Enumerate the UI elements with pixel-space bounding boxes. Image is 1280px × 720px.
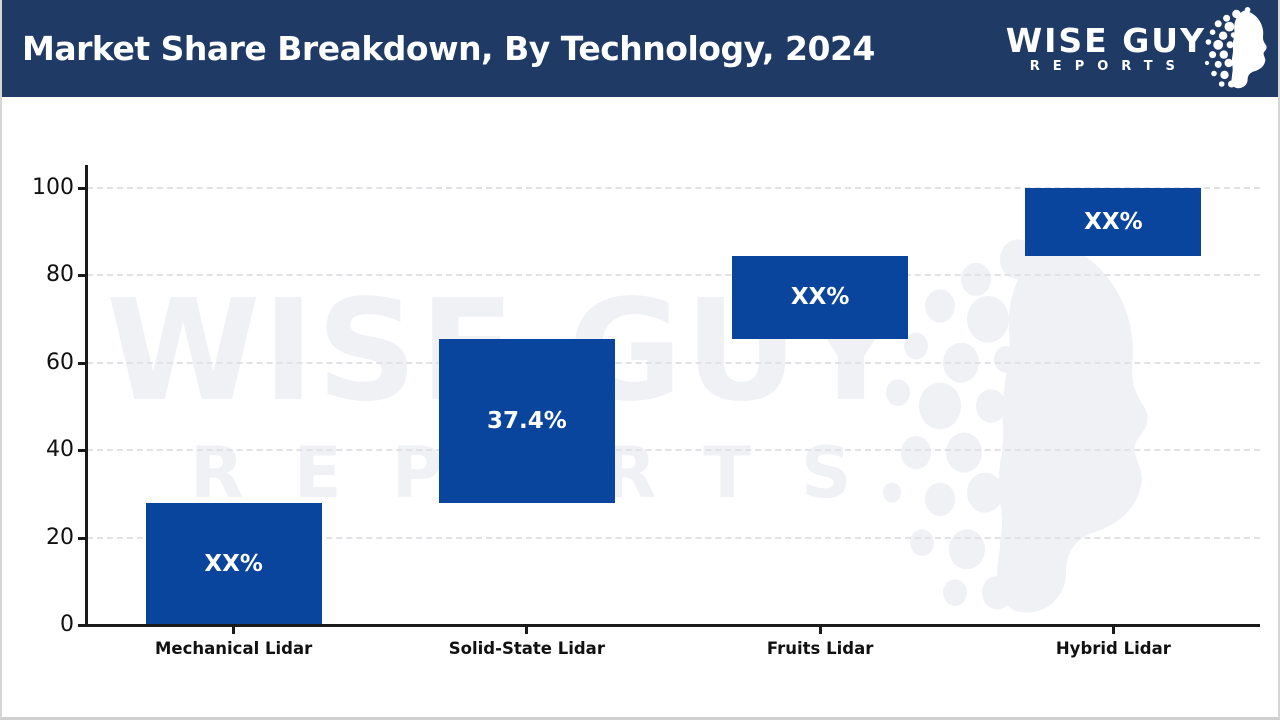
- wiseguy-logo: WISE GUY REPORTS: [1006, 0, 1270, 97]
- x-axis-line: [85, 624, 1260, 627]
- category-label-mechanical-lidar: Mechanical Lidar: [155, 639, 313, 658]
- bar-value-label: 37.4%: [486, 407, 567, 434]
- y-tick-label: 0: [60, 612, 74, 637]
- chart-title: Market Share Breakdown, By Technology, 2…: [22, 29, 875, 68]
- gridline-20: [87, 536, 1260, 539]
- y-tick-mark: [78, 361, 86, 365]
- bar-solid-state-lidar: 37.4%: [438, 338, 615, 503]
- logo-text: WISE GUY REPORTS: [1005, 20, 1206, 75]
- header: Market Share Breakdown, By Technology, 2…: [2, 0, 1278, 97]
- gridline-100: [87, 186, 1260, 189]
- y-tick-label: 80: [46, 262, 74, 287]
- gridline-80: [87, 274, 1260, 276]
- bar-hybrid-lidar: XX%: [1025, 187, 1202, 256]
- bar-value-label: XX%: [790, 284, 850, 311]
- gridline-60: [87, 361, 1260, 364]
- logo-subtext: REPORTS: [1029, 58, 1188, 74]
- category-label-solid-state-lidar: Solid-State Lidar: [448, 639, 605, 658]
- bar-value-label: XX%: [1084, 208, 1143, 235]
- y-tick-mark: [78, 449, 86, 452]
- y-tick-mark: [78, 186, 86, 190]
- x-tick-mark: [525, 627, 529, 634]
- gridline-40: [87, 449, 1260, 451]
- x-tick-mark: [818, 627, 822, 634]
- y-tick-label: 60: [46, 349, 74, 375]
- y-tick-mark: [78, 274, 86, 277]
- y-tick-mark: [78, 536, 86, 540]
- x-tick-mark: [1111, 627, 1115, 634]
- y-tick-label: 100: [32, 174, 74, 200]
- y-tick-label: 20: [46, 524, 74, 550]
- y-tick-mark: [78, 624, 86, 627]
- y-tick-label: 40: [46, 437, 74, 462]
- x-tick-mark: [232, 627, 236, 634]
- bar-fruits-lidar: XX%: [732, 255, 909, 339]
- logo-wordmark: WISE GUY: [1005, 20, 1206, 60]
- y-axis-line: [85, 165, 88, 627]
- head-profile-icon: [1204, 6, 1267, 88]
- bar-value-label: XX%: [204, 550, 263, 577]
- bar-mechanical-lidar: XX%: [145, 502, 322, 625]
- category-label-hybrid-lidar: Hybrid Lidar: [1055, 639, 1171, 658]
- category-label-fruits-lidar: Fruits Lidar: [766, 639, 874, 658]
